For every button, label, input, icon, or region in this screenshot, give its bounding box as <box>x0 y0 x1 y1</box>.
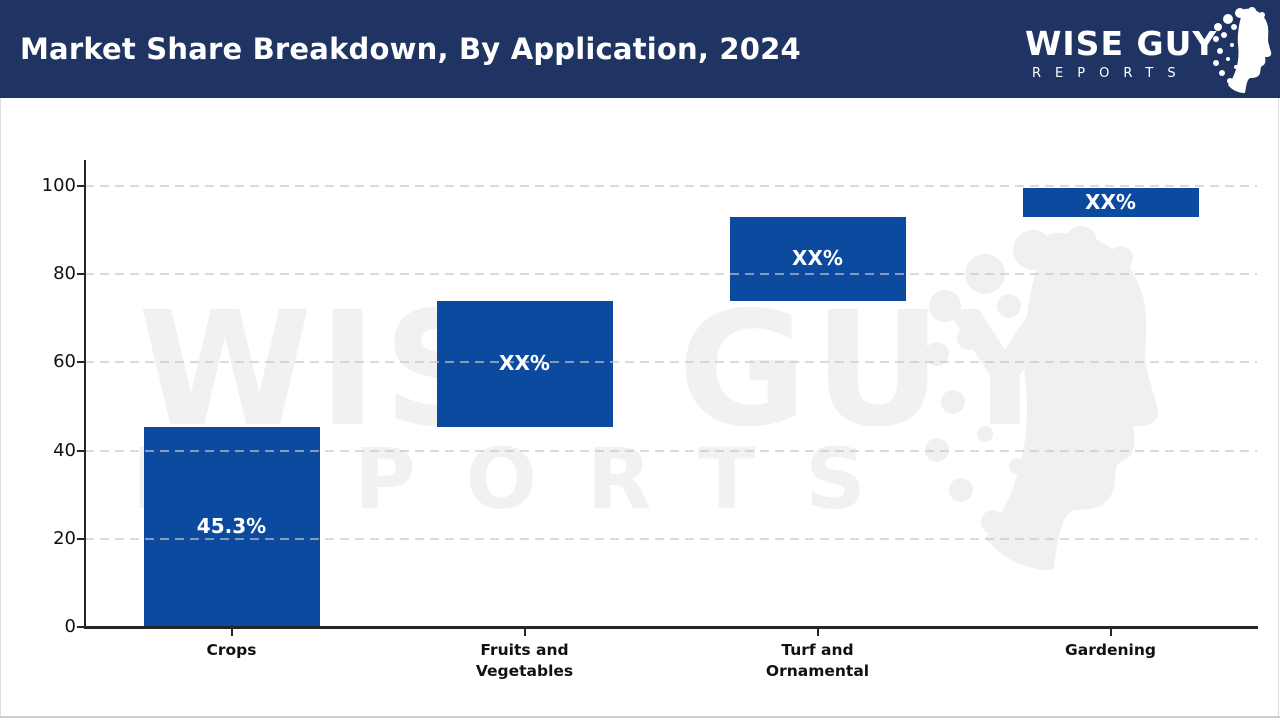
x-tick-mark <box>230 629 233 636</box>
right-border-line <box>1278 98 1279 717</box>
x-tick-mark <box>523 629 526 636</box>
bar-value-label: XX% <box>499 350 550 375</box>
left-border-line <box>0 98 1 717</box>
bar-turf-and-ornamental <box>729 216 906 301</box>
y-tick-mark <box>77 185 85 188</box>
bar-value-label: 45.3% <box>196 514 267 539</box>
gridline-80 <box>85 273 1257 276</box>
watermark-dotted-face-icon <box>925 226 1159 571</box>
y-tick-mark <box>77 361 85 364</box>
bar-value-label: XX% <box>792 245 843 270</box>
plot-area: 45.3% XX% XX% XX% <box>85 160 1257 627</box>
x-axis-spine <box>84 626 1258 629</box>
brand-logo-wordmark: WISE GUY <box>1025 24 1218 63</box>
gridline-20 <box>85 537 1257 540</box>
y-tick-mark <box>77 626 85 628</box>
x-category-label-fruits-and: Fruits and Vegetables <box>475 641 574 680</box>
y-tick-mark <box>77 537 85 540</box>
y-tick-mark <box>77 449 85 452</box>
page-title: Market Share Breakdown, By Application, … <box>20 32 801 66</box>
header: Market Share Breakdown, By Application, … <box>0 0 1280 98</box>
dotted-face-icon <box>1213 7 1272 94</box>
bar-value-label: XX% <box>1085 189 1136 214</box>
y-tick-label-20: 20 <box>53 527 76 549</box>
brand-logo: WISE GUY REPORTS <box>1022 0 1272 98</box>
bottom-border-line <box>0 716 1280 718</box>
y-axis-spine <box>84 160 86 628</box>
x-category-label-crops: Crops <box>206 641 257 659</box>
x-tick-mark <box>1109 629 1112 636</box>
y-tick-label-40: 40 <box>53 439 76 461</box>
y-tick-label-100: 100 <box>41 175 76 197</box>
gridline-40 <box>85 449 1257 452</box>
bar-gardening <box>1022 188 1199 217</box>
y-tick-label-0: 0 <box>64 616 76 637</box>
y-tick-label-80: 80 <box>53 263 76 285</box>
x-category-label-gardening: Gardening <box>1065 641 1156 659</box>
bar-fruits-and-vegetables <box>436 300 613 428</box>
x-category-label-turf-and: Turf and Ornamental <box>765 641 870 680</box>
y-tick-mark <box>77 273 85 276</box>
x-tick-mark <box>816 629 819 636</box>
y-tick-label-60: 60 <box>53 351 76 373</box>
brand-logo-subtext: REPORTS <box>1032 66 1190 81</box>
gridline-100 <box>85 185 1257 188</box>
bar-crops <box>143 427 320 627</box>
gridline-60 <box>85 361 1257 364</box>
